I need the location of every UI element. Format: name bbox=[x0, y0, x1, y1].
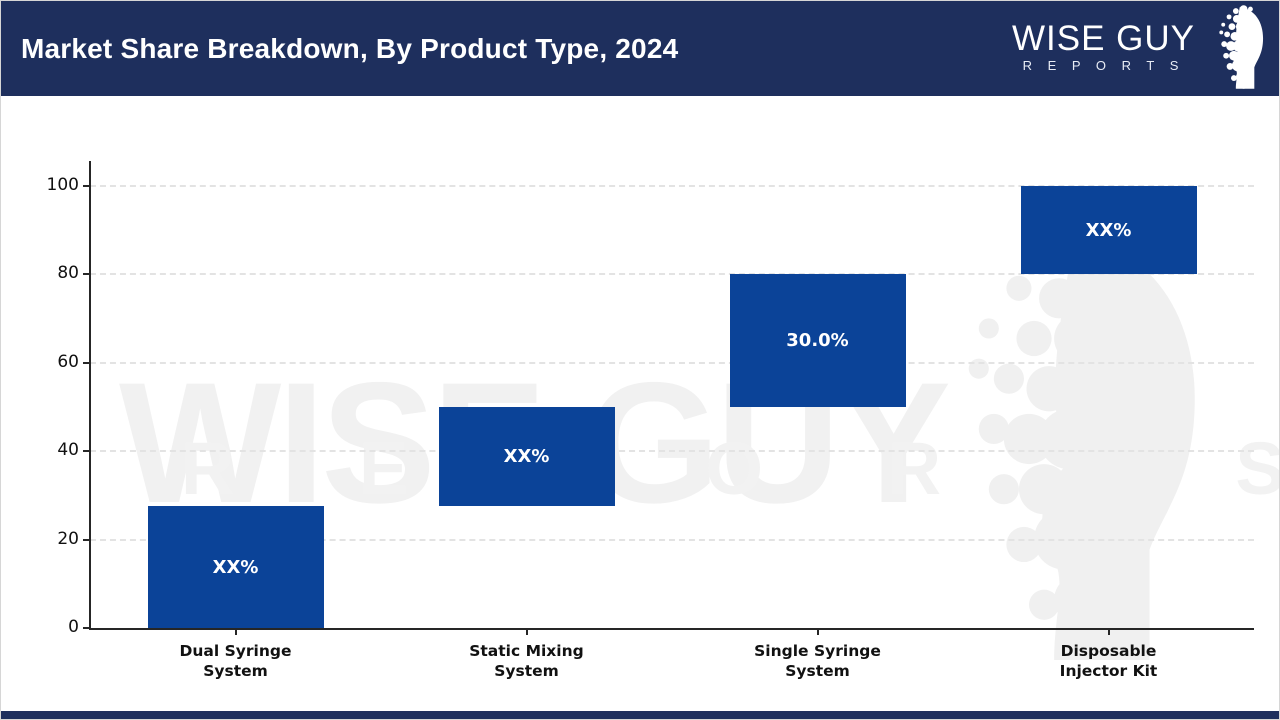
gridline-100 bbox=[90, 185, 1254, 187]
bar-value-label: 30.0% bbox=[786, 330, 849, 352]
y-axis-tick-label: 60 bbox=[57, 351, 79, 372]
bar-value-label: XX% bbox=[1085, 219, 1132, 241]
bar-3: 30.0% bbox=[729, 274, 906, 407]
y-axis-line bbox=[89, 161, 91, 630]
page-title: Market Share Breakdown, By Product Type,… bbox=[21, 32, 679, 64]
x-axis-category-label: Disposable Injector Kit bbox=[1059, 642, 1158, 680]
y-axis-tick-mark bbox=[83, 273, 89, 276]
footer-bar bbox=[1, 711, 1279, 719]
x-axis-tick-mark bbox=[816, 630, 819, 635]
y-axis-tick-label: 100 bbox=[46, 175, 79, 195]
bar-value-label: XX% bbox=[212, 556, 259, 578]
bar-value-label: XX% bbox=[503, 446, 550, 468]
wiseguy-logo: WISE GUY R E P O R T S bbox=[1012, 5, 1265, 89]
logo-wordmark: WISE GUY bbox=[1011, 18, 1195, 58]
gridline-40 bbox=[90, 450, 1254, 453]
header-bar: Market Share Breakdown, By Product Type,… bbox=[1, 1, 1279, 96]
gridline-60 bbox=[90, 361, 1254, 364]
logo-subtext: R E P O R T S bbox=[1022, 58, 1185, 74]
gridline-20 bbox=[90, 538, 1254, 541]
y-axis-tick-label: 40 bbox=[57, 440, 79, 461]
y-axis-tick-mark bbox=[83, 185, 89, 187]
bar-1: XX% bbox=[147, 506, 324, 628]
y-axis-tick-label: 80 bbox=[57, 263, 79, 284]
dotted-head-logo-icon bbox=[1219, 5, 1264, 89]
y-axis-tick-label: 20 bbox=[57, 528, 79, 549]
gridline-80 bbox=[90, 273, 1254, 276]
y-axis-tick-mark bbox=[83, 538, 89, 541]
x-axis-tick-mark bbox=[525, 630, 528, 635]
x-axis-category-label: Dual Syringe System bbox=[179, 642, 292, 680]
x-axis-category-label: Single Syringe System bbox=[754, 642, 881, 680]
x-axis-tick-mark bbox=[234, 630, 237, 635]
y-axis-tick-mark bbox=[83, 361, 89, 364]
y-axis-tick-label: 0 bbox=[68, 617, 79, 637]
x-axis-category-label: Static Mixing System bbox=[469, 642, 584, 680]
bar-4: XX% bbox=[1020, 186, 1197, 275]
logo-text: WISE GUY R E P O R T S bbox=[1011, 18, 1195, 74]
y-axis-tick-mark bbox=[83, 627, 89, 629]
x-axis-line bbox=[89, 628, 1254, 630]
bar-2: XX% bbox=[438, 407, 615, 507]
y-axis-tick-mark bbox=[83, 450, 89, 453]
x-axis-tick-mark bbox=[1107, 630, 1110, 635]
